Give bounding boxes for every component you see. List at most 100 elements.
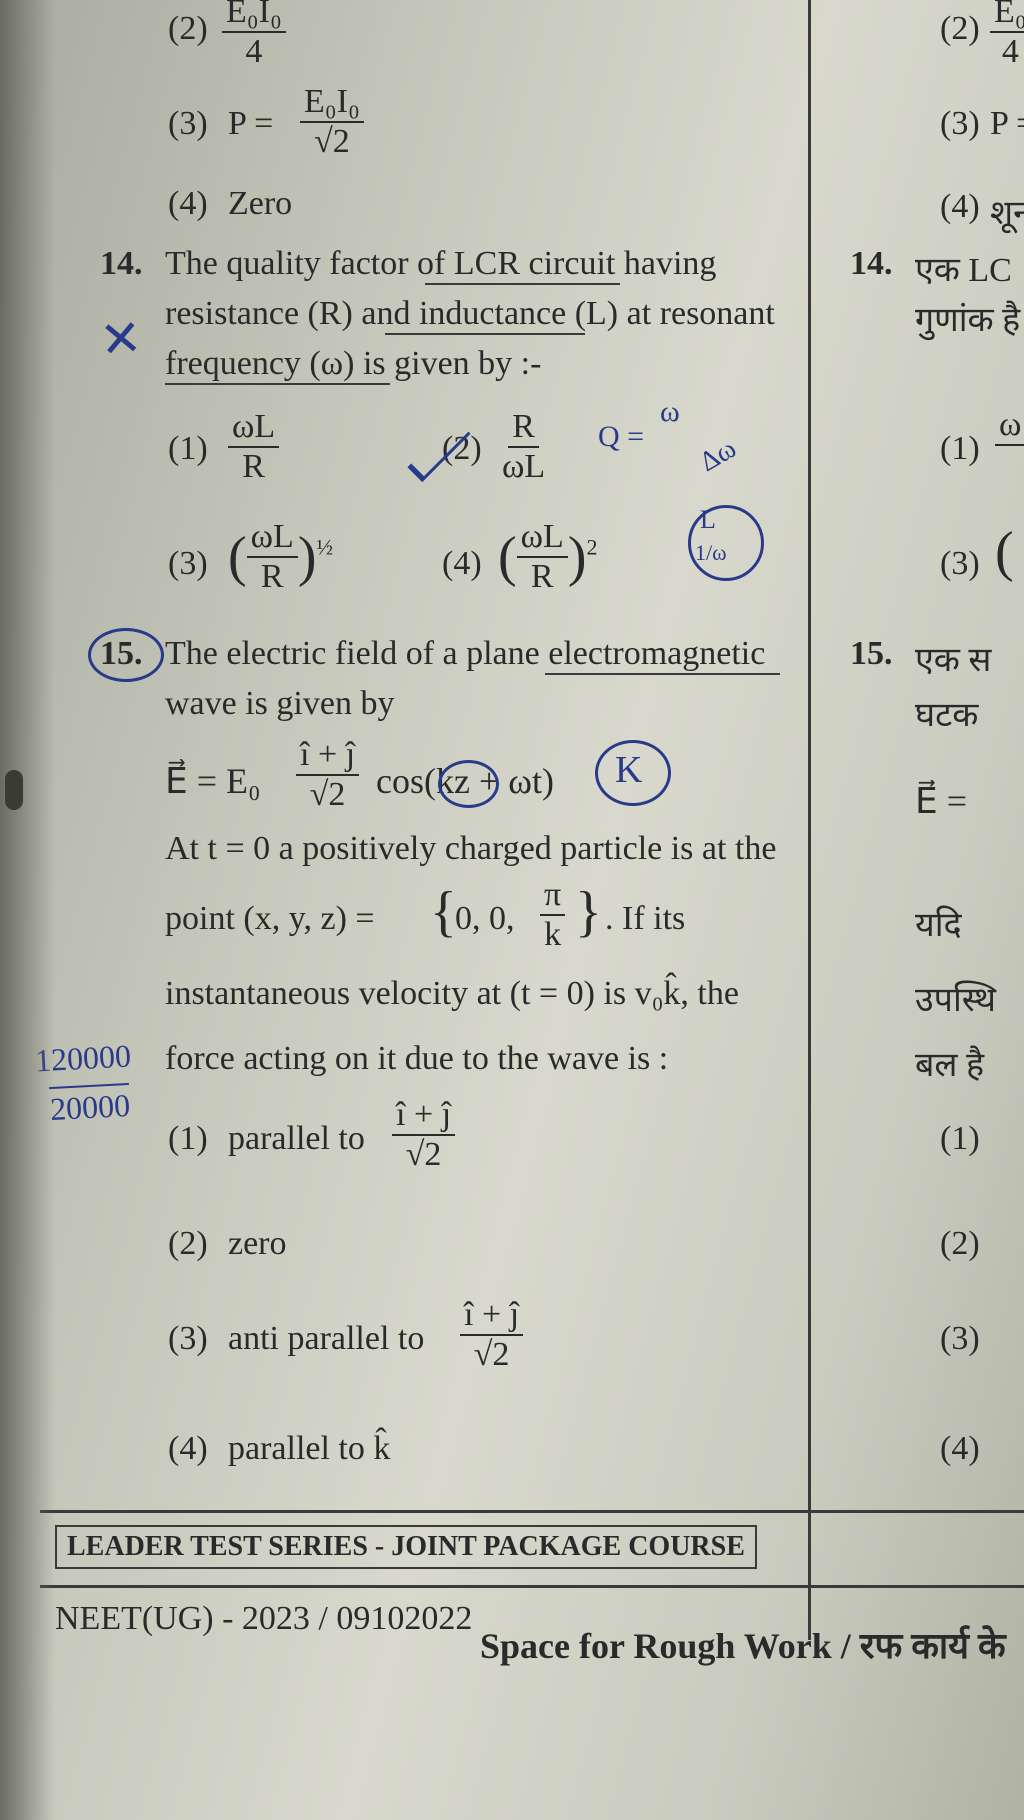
- q15-line3b-brace2: }: [575, 880, 602, 944]
- q14r-opt1: (1): [940, 430, 980, 468]
- q14-opt2-frac: RωL: [498, 410, 549, 484]
- q15-eq-lhs: E⃗ = E₀: [165, 760, 261, 802]
- column-divider: [808, 0, 811, 1640]
- q13-opt3-den: √2: [310, 123, 354, 159]
- q13-opt2-frac: E₀I₀4: [222, 0, 286, 69]
- q14r-number: 14.: [850, 245, 893, 283]
- footer-hline: [40, 1510, 1024, 1513]
- q15-eq-frac: î + ĵ√2: [296, 738, 359, 812]
- q15-opt1-den: √2: [402, 1136, 446, 1172]
- q15-opt4-label: (4): [168, 1430, 208, 1468]
- q14-opt3-exp: ½: [316, 534, 333, 559]
- margin-num2: 20000: [49, 1083, 131, 1128]
- q15-opt1-frac: î + ĵ√2: [392, 1098, 455, 1172]
- q15-line3b-c: . If its: [605, 900, 685, 938]
- q14-opt2-den: ωL: [498, 448, 549, 484]
- q14r-opt1-text: ω: [995, 408, 1024, 482]
- q15-opt2-text: zero: [228, 1225, 287, 1263]
- q15-opt1-label: (1): [168, 1120, 208, 1158]
- q13-opt4-label: (4): [168, 185, 208, 223]
- q14-opt3-den: R: [257, 558, 288, 594]
- exam-code: NEET(UG) - 2023 / 09102022: [55, 1600, 472, 1638]
- q14-opt1-frac: ωLR: [228, 410, 279, 484]
- q15-opt3-den: √2: [470, 1336, 514, 1372]
- hand-k-text: K: [615, 748, 642, 792]
- hand-inside1: L: [700, 505, 716, 535]
- q14-opt3-label: (3): [168, 545, 208, 583]
- q15-opt3-frac: î + ĵ√2: [460, 1298, 523, 1372]
- q14-opt3-num: ωL: [247, 520, 298, 558]
- q14-opt1-label: (1): [168, 430, 208, 468]
- q15-opt3-label: (3): [168, 1320, 208, 1358]
- q14-line3: frequency (ω) is given by :-: [165, 345, 541, 383]
- q15-pi: π: [540, 878, 565, 916]
- q15-opt2-label: (2): [168, 1225, 208, 1263]
- q14r-opt3-paren: (: [995, 520, 1024, 584]
- q15-opt3-num: î + ĵ: [460, 1298, 523, 1336]
- u3: [165, 383, 390, 385]
- q13-opt2-num: E₀I₀: [222, 0, 286, 33]
- q15-number: 15.: [100, 635, 143, 673]
- q14-opt4-exp: 2: [586, 534, 597, 559]
- hand-x-mark: ✕: [98, 308, 145, 369]
- q14-opt1-den: R: [238, 448, 269, 484]
- q15r-number: 15.: [850, 635, 893, 673]
- q13-opt3-label: (3): [168, 105, 208, 143]
- q14-opt2-num: R: [508, 410, 539, 448]
- hand-inside2: 1/ω: [695, 540, 727, 566]
- q14-line1: The quality factor of LCR circuit having: [165, 245, 716, 283]
- q13r-opt2-num: E₀: [990, 0, 1024, 33]
- q14-opt4-frac: (ωLR)2: [498, 520, 597, 594]
- q15-eq-num: î + ĵ: [296, 738, 359, 776]
- q14r-opt1-den: [1002, 446, 1019, 482]
- footer-hline2: [40, 1585, 1024, 1588]
- q13-opt2-den: 4: [241, 33, 266, 69]
- q15r-opt2: (2): [940, 1225, 980, 1263]
- q15r-line3: यदि: [915, 900, 1024, 946]
- u4: [545, 673, 780, 675]
- q14r-line2: गुणांक है: [915, 295, 1024, 341]
- rough-work-label: Space for Rough Work / रफ कार्य के: [480, 1620, 1006, 1669]
- q13r-opt2-label: (2): [940, 10, 980, 48]
- q13r-opt2-den: 4: [998, 33, 1023, 65]
- q15r-opt1: (1): [940, 1120, 980, 1158]
- q15r-line1: एक स: [915, 635, 1024, 681]
- q14-line2: resistance (R) and inductance (L) at res…: [165, 295, 775, 333]
- hand-domega: Δω: [694, 433, 742, 479]
- q13r-opt2-frac: E₀4: [990, 0, 1024, 65]
- q15r-line4: उपस्थि: [915, 975, 1024, 1021]
- q13-opt3-frac: E₀I₀√2: [300, 85, 364, 159]
- q13r-opt3-label: (3): [940, 105, 980, 143]
- q15-opt1-text: parallel to: [228, 1120, 365, 1158]
- q15-line2: wave is given by: [165, 685, 394, 723]
- q15-eq-den: √2: [306, 776, 350, 812]
- exam-page: (2) E₀I₀4 (3) P = E₀I₀√2 (4) Zero (2) E₀…: [0, 0, 1024, 1820]
- q13r-opt4-label: (4): [940, 188, 980, 226]
- hand-kz-circle: [438, 760, 499, 808]
- q15r-eq: E⃗ =: [915, 780, 1024, 822]
- q14r-line1: एक LC: [915, 245, 1024, 291]
- q13r-opt4-text: शून: [990, 188, 1024, 234]
- q14r-opt1-num: ω: [995, 408, 1024, 446]
- q14-opt4-den: R: [527, 558, 558, 594]
- q15-line3b-a: point (x, y, z) =: [165, 900, 375, 938]
- series-box: LEADER TEST SERIES - JOINT PACKAGE COURS…: [55, 1525, 757, 1569]
- gutter-shadow: [0, 0, 55, 1820]
- q15-opt3-text: anti parallel to: [228, 1320, 424, 1358]
- q14-opt3-frac: (ωLR)½: [228, 520, 333, 594]
- q15-opt1-num: î + ĵ: [392, 1098, 455, 1136]
- q14-opt4-num: ωL: [517, 520, 568, 558]
- u2: [385, 333, 585, 335]
- q15-line3b-b: 0, 0,: [455, 900, 515, 938]
- q15r-opt3: (3): [940, 1320, 980, 1358]
- q15-line4: instantaneous velocity at (t = 0) is v₀k…: [165, 975, 739, 1013]
- q15-k: k: [540, 916, 565, 952]
- hand-q-equals: Q =: [598, 420, 644, 454]
- q14r-opt3: (3): [940, 545, 980, 583]
- hole-1: [5, 770, 23, 810]
- q14-number: 14.: [100, 245, 143, 283]
- q15r-opt4: (4): [940, 1430, 980, 1468]
- q13-opt3-num: E₀I₀: [300, 85, 364, 123]
- hand-omega: ω: [660, 395, 680, 429]
- q15-line3b-brace: {: [430, 880, 457, 944]
